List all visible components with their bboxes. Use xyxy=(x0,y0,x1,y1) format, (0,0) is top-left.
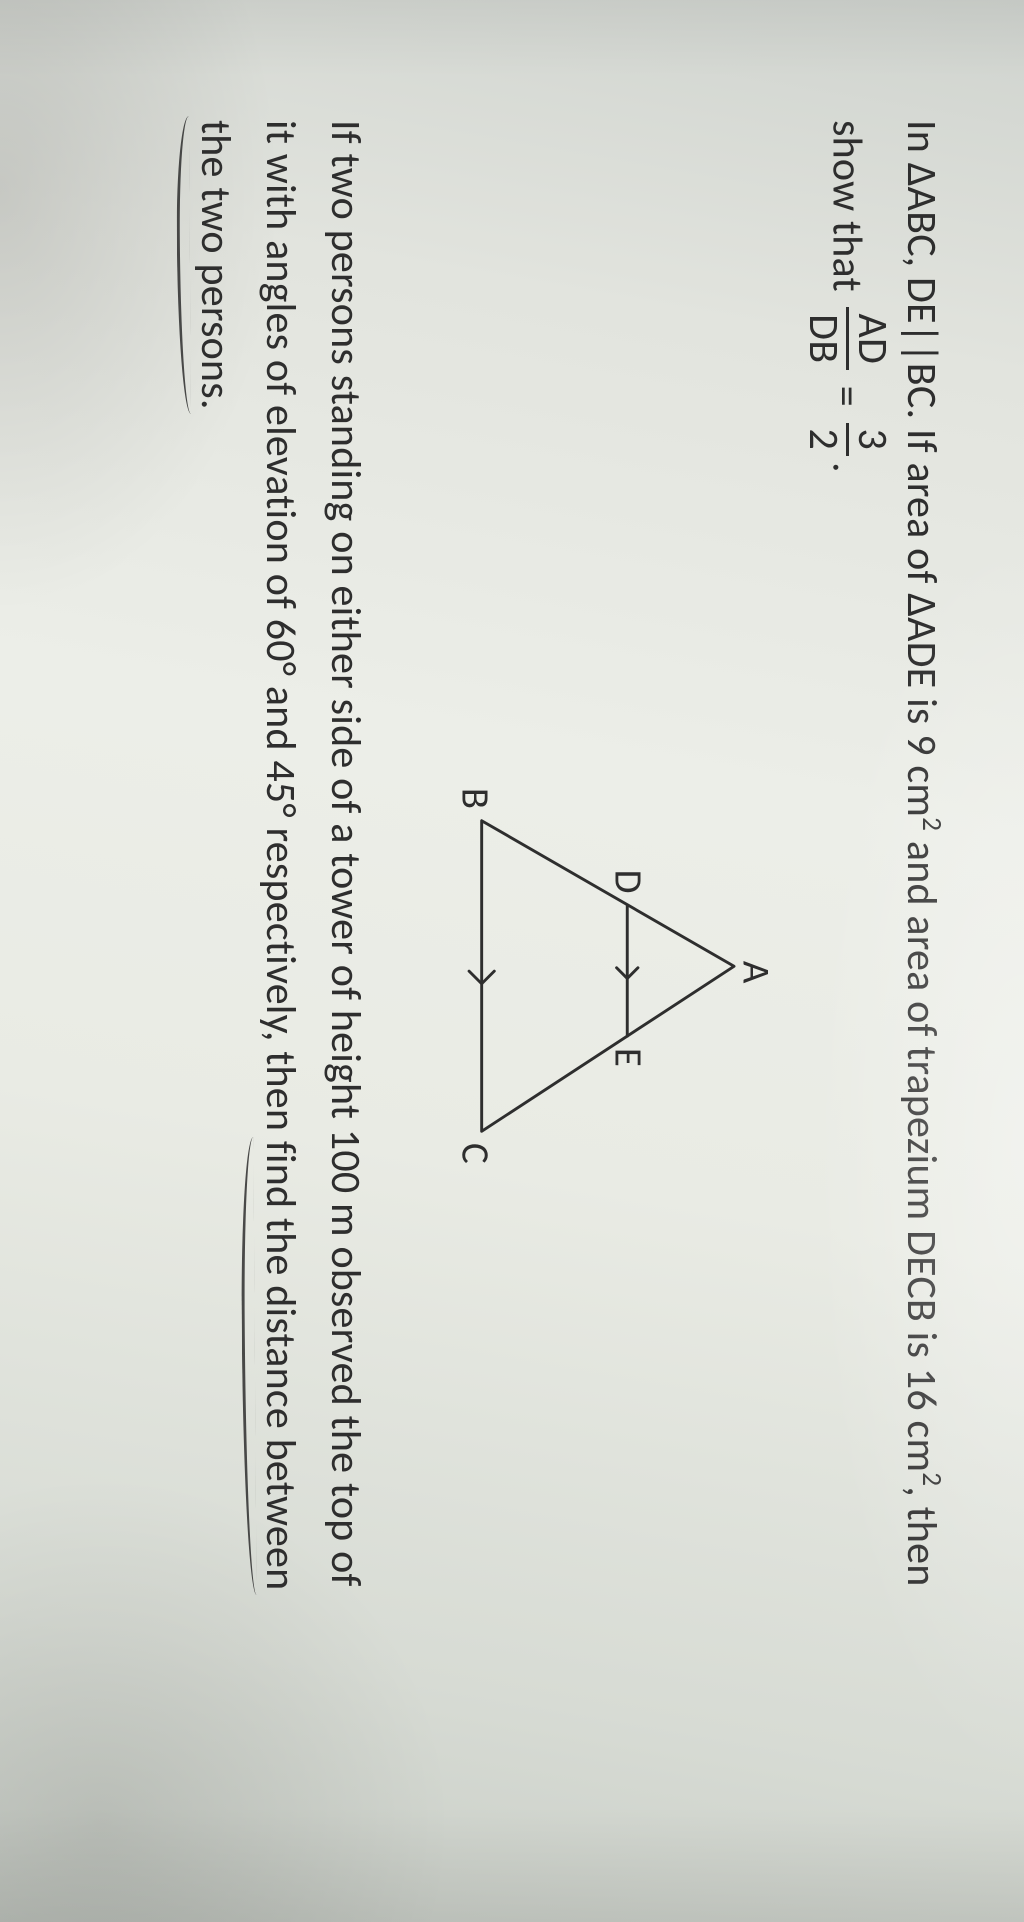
q1-sq2: 2 xyxy=(915,1472,948,1486)
frac-den-2: 2 xyxy=(802,423,846,457)
question-2: If two persons standing on either side o… xyxy=(183,120,378,1832)
q2-underline-2: the two persons. xyxy=(183,120,248,410)
question-1: In ΔABC, DE||BC. If area of ΔADE is 9 cm… xyxy=(798,120,954,1832)
q1-sq1: 2 xyxy=(915,817,948,831)
q1-text: In ΔABC, DE||BC. If area of ΔADE is 9 cm… xyxy=(896,120,947,1587)
q1-area-decb: 16 cm xyxy=(896,1368,947,1472)
triangle-figure: A B C D E xyxy=(438,756,768,1196)
q1-pre: In ΔABC, DE||BC. If area of ΔADE is xyxy=(896,120,947,734)
label-e: E xyxy=(605,1048,652,1067)
label-c: C xyxy=(451,1143,498,1164)
label-d: D xyxy=(605,870,652,894)
q2-underline-1: find the distance between xyxy=(248,1141,313,1591)
q1-area-ade: 9 cm xyxy=(896,734,947,817)
frac-num-3: 3 xyxy=(846,423,893,457)
q1-period: . xyxy=(821,462,872,473)
triangle-abc xyxy=(482,821,734,1132)
q2-line2-pre: it with angles of elevation of 60° and 4… xyxy=(255,120,306,1141)
q2-line3-u: the two persons. xyxy=(190,120,241,410)
frac-num-ad: AD xyxy=(846,307,893,370)
fraction-3-2: 3 2 xyxy=(802,423,893,457)
label-a: A xyxy=(733,961,768,984)
q2-line2-u: find the distance between xyxy=(255,1141,306,1591)
equals-sign: = xyxy=(821,386,872,407)
frac-den-db: DB xyxy=(802,308,846,369)
q1-mid: and area of trapezium DECB is xyxy=(896,831,947,1368)
q2-line1: If two persons standing on either side o… xyxy=(320,120,371,1587)
label-b: B xyxy=(451,788,498,809)
q1-line2-pre: show that xyxy=(821,120,872,301)
fraction-ad-db: AD DB xyxy=(802,307,893,370)
q1-post: , then xyxy=(896,1486,947,1586)
figure-wrapper: A B C D E xyxy=(438,120,768,1832)
